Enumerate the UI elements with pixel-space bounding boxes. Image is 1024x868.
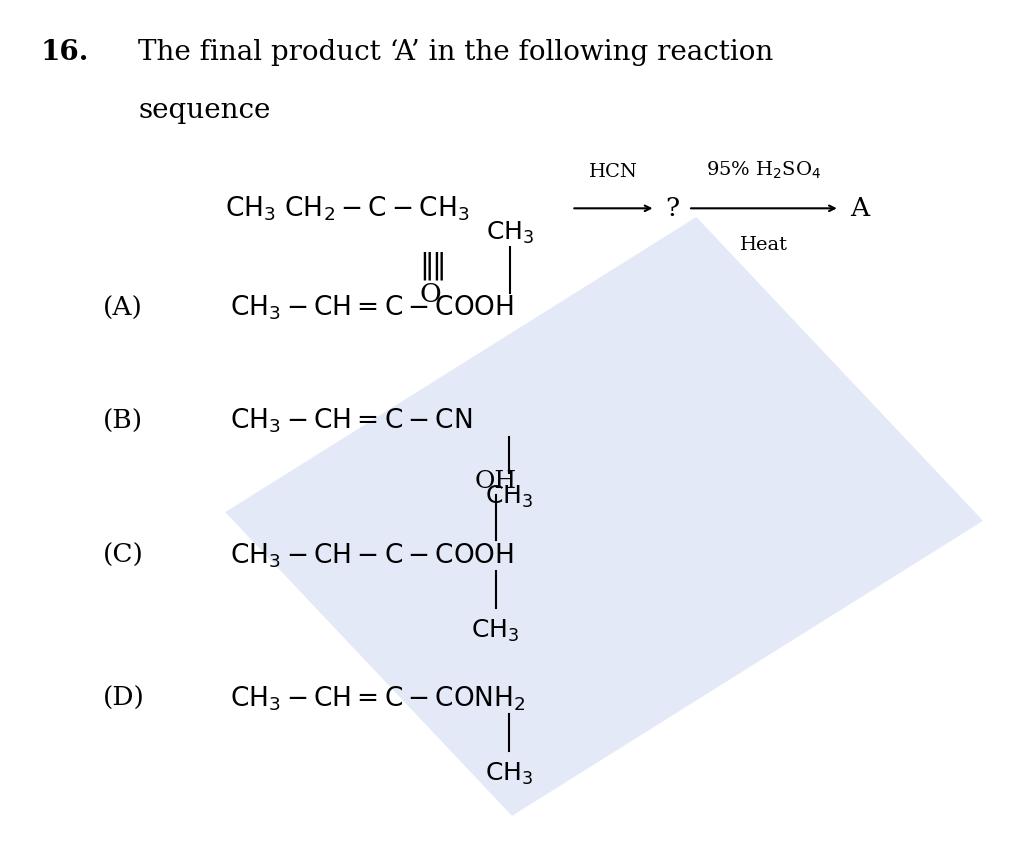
Text: The final product ‘A’ in the following reaction: The final product ‘A’ in the following r… (138, 39, 773, 66)
Text: A: A (850, 196, 869, 220)
Text: sequence: sequence (138, 97, 270, 124)
Text: $\rm CH_3$: $\rm CH_3$ (484, 761, 534, 787)
Text: Heat: Heat (740, 236, 787, 254)
Text: OH: OH (474, 470, 517, 493)
Text: (C): (C) (102, 543, 143, 568)
Text: HCN: HCN (589, 162, 638, 181)
Text: $\rm CH_3\ CH_2 - C - CH_3$: $\rm CH_3\ CH_2 - C - CH_3$ (225, 194, 470, 222)
Text: ?: ? (666, 196, 680, 220)
Text: (B): (B) (102, 409, 142, 433)
Text: $\rm CH_3 - CH = C - CN$: $\rm CH_3 - CH = C - CN$ (230, 407, 473, 435)
Text: (D): (D) (102, 687, 144, 711)
Text: O: O (419, 282, 441, 307)
Text: $\rm CH_3 - CH = C - CONH_2$: $\rm CH_3 - CH = C - CONH_2$ (230, 685, 526, 713)
Text: $\|$: $\|$ (419, 250, 431, 282)
Text: 16.: 16. (41, 39, 89, 66)
Text: (A): (A) (102, 296, 142, 320)
Text: $\|$: $\|$ (431, 250, 443, 282)
Text: $\rm CH_3 - CH = C - COOH$: $\rm CH_3 - CH = C - COOH$ (230, 294, 514, 322)
Text: $\rm CH_3 - CH - C - COOH$: $\rm CH_3 - CH - C - COOH$ (230, 542, 514, 569)
Text: $\rm CH_3$: $\rm CH_3$ (485, 220, 535, 246)
Polygon shape (225, 217, 983, 816)
Text: $\rm CH_3$: $\rm CH_3$ (471, 618, 520, 644)
Text: 95% H$_2$SO$_4$: 95% H$_2$SO$_4$ (707, 159, 821, 181)
Text: $\rm CH_3$: $\rm CH_3$ (484, 483, 534, 510)
